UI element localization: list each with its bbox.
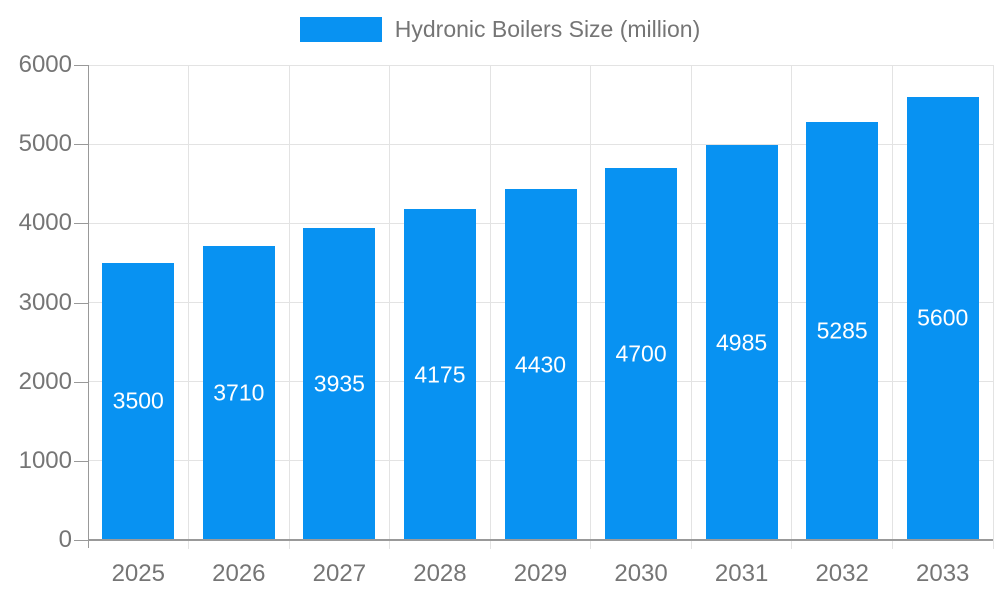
bar-value-label: 3710 xyxy=(213,379,265,406)
bar: 5285 xyxy=(806,121,879,540)
y-axis-tick xyxy=(74,460,88,462)
y-tick-label: 5000 xyxy=(18,130,72,158)
bar: 3500 xyxy=(102,262,175,540)
bar-value-label: 4175 xyxy=(414,361,466,388)
gridline-vertical xyxy=(288,65,290,549)
y-tick-label: 1000 xyxy=(18,446,72,474)
y-axis-tick xyxy=(74,223,88,225)
bar: 5600 xyxy=(906,96,979,540)
plot-area: 3500 3710 3935 4175 4430 4700 4985 5285 5600 xyxy=(88,64,994,549)
bar-value-label: 4430 xyxy=(514,351,567,378)
y-tick-label: 4000 xyxy=(18,209,72,237)
gridline-horizontal xyxy=(88,143,993,145)
bar-value-label: 3935 xyxy=(313,370,365,397)
gridline-vertical xyxy=(590,65,592,549)
x-tick-label: 2032 xyxy=(815,560,869,587)
y-axis-line xyxy=(88,65,89,548)
x-tick-label: 2026 xyxy=(212,560,266,587)
x-axis-line xyxy=(88,539,993,541)
y-axis-tick xyxy=(74,381,88,383)
gridline-horizontal xyxy=(88,64,993,66)
x-tick-label: 2027 xyxy=(312,560,367,587)
y-axis-tick xyxy=(74,65,88,66)
gridline-vertical xyxy=(891,65,893,549)
gridline-vertical xyxy=(389,65,391,549)
bar-value-label: 3500 xyxy=(112,387,164,414)
x-tick-label: 2031 xyxy=(714,560,769,587)
x-tick-label: 2033 xyxy=(916,560,970,587)
legend-label: Hydronic Boilers Size (million) xyxy=(394,16,701,42)
gridline-vertical xyxy=(690,65,692,549)
y-tick-label: 6000 xyxy=(18,51,72,78)
bar: 4175 xyxy=(403,209,476,540)
y-axis-tick xyxy=(74,302,88,304)
bar-value-label: 4700 xyxy=(615,340,667,367)
bar-value-label: 5600 xyxy=(917,304,969,331)
x-tick-label: 2025 xyxy=(111,560,165,587)
bar: 3710 xyxy=(202,246,275,540)
x-tick-label: 2028 xyxy=(413,560,467,587)
gridline-vertical xyxy=(489,65,491,549)
chart-legend: Hydronic Boilers Size (million) xyxy=(0,16,1000,43)
y-tick-label: 2000 xyxy=(18,367,72,395)
bar: 4700 xyxy=(605,167,678,540)
gridline-vertical xyxy=(992,65,994,549)
y-tick-label: 0 xyxy=(58,526,72,553)
bar: 3935 xyxy=(303,228,376,540)
x-tick-label: 2030 xyxy=(614,560,668,587)
legend-swatch xyxy=(299,17,382,42)
gridline-vertical xyxy=(188,65,190,549)
y-axis-tick xyxy=(74,144,88,146)
bar: 4430 xyxy=(504,189,577,540)
x-tick-label: 2029 xyxy=(513,560,568,587)
bar-value-label: 5285 xyxy=(816,317,868,344)
y-tick-label: 3000 xyxy=(18,288,72,316)
y-axis-tick xyxy=(74,540,88,541)
bar-value-label: 4985 xyxy=(716,329,768,356)
gridline-vertical xyxy=(791,65,793,549)
bar: 4985 xyxy=(705,145,778,540)
